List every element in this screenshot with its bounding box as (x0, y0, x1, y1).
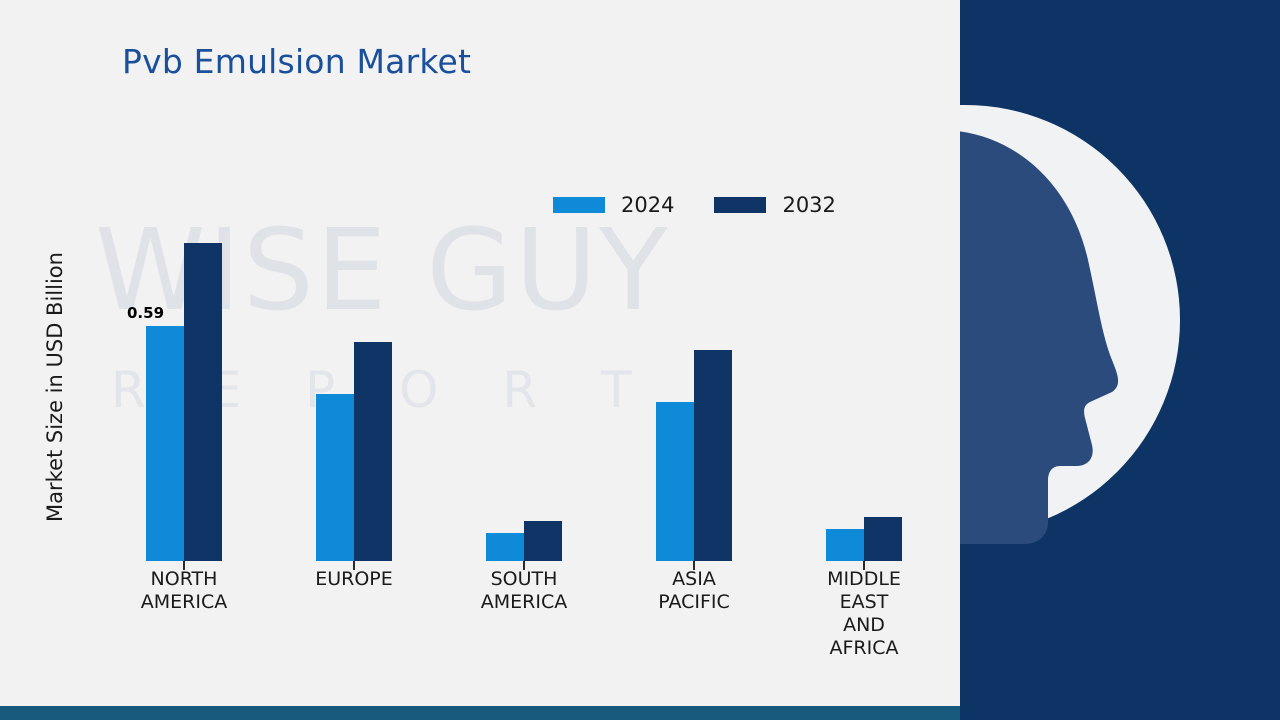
bar-2024-1 (146, 326, 184, 561)
legend-item-2032[interactable]: 2032 (714, 193, 836, 217)
x-axis-tick (693, 561, 695, 570)
bar-2032-2 (354, 342, 392, 561)
bar-2024-5 (826, 529, 864, 561)
bar-2024-3 (486, 533, 524, 561)
bar-2032-1 (184, 243, 222, 561)
chart-container: Market Size in USD Billion 2024 2032 0.5… (43, 193, 902, 659)
legend-label-2024: 2024 (621, 193, 675, 217)
x-axis-category-label: NORTH AMERICA (140, 568, 228, 613)
plot-area: 0.59 NORTH AMERICA EUROPE SOUTH AMERICA ASIA… (127, 243, 902, 659)
legend-swatch-2024 (553, 197, 605, 213)
legend-label-2032: 2032 (782, 193, 836, 217)
bar-2032-5 (864, 517, 902, 561)
x-axis-category-label: EUROPE (315, 568, 393, 590)
page-title: Pvb Emulsion Market (122, 42, 472, 81)
bar-2024-4 (656, 402, 694, 561)
bottom-accent-strip (0, 706, 960, 720)
bar-value-label: 0.59 (127, 304, 165, 322)
head-silhouette-icon (960, 131, 1118, 544)
x-axis-tick (183, 561, 185, 570)
brand-panel: WISE GUY R E P O R T S (960, 0, 1280, 720)
bar-2032-3 (524, 521, 562, 561)
x-axis-category-label: MIDDLE EAST AND AFRICA (827, 568, 901, 659)
x-axis-category-label: SOUTH AMERICA (480, 568, 568, 613)
bar-2032-4 (694, 350, 732, 561)
legend-item-2024[interactable]: 2024 (553, 193, 674, 217)
bar-2024-2 (316, 394, 354, 561)
x-axis-tick (523, 561, 525, 570)
x-axis-tick (863, 561, 865, 570)
chart-legend: 2024 2032 (553, 193, 836, 217)
legend-swatch-2032 (714, 197, 767, 213)
x-axis-category-label: ASIA PACIFIC (658, 568, 730, 613)
x-axis-tick (353, 561, 355, 570)
